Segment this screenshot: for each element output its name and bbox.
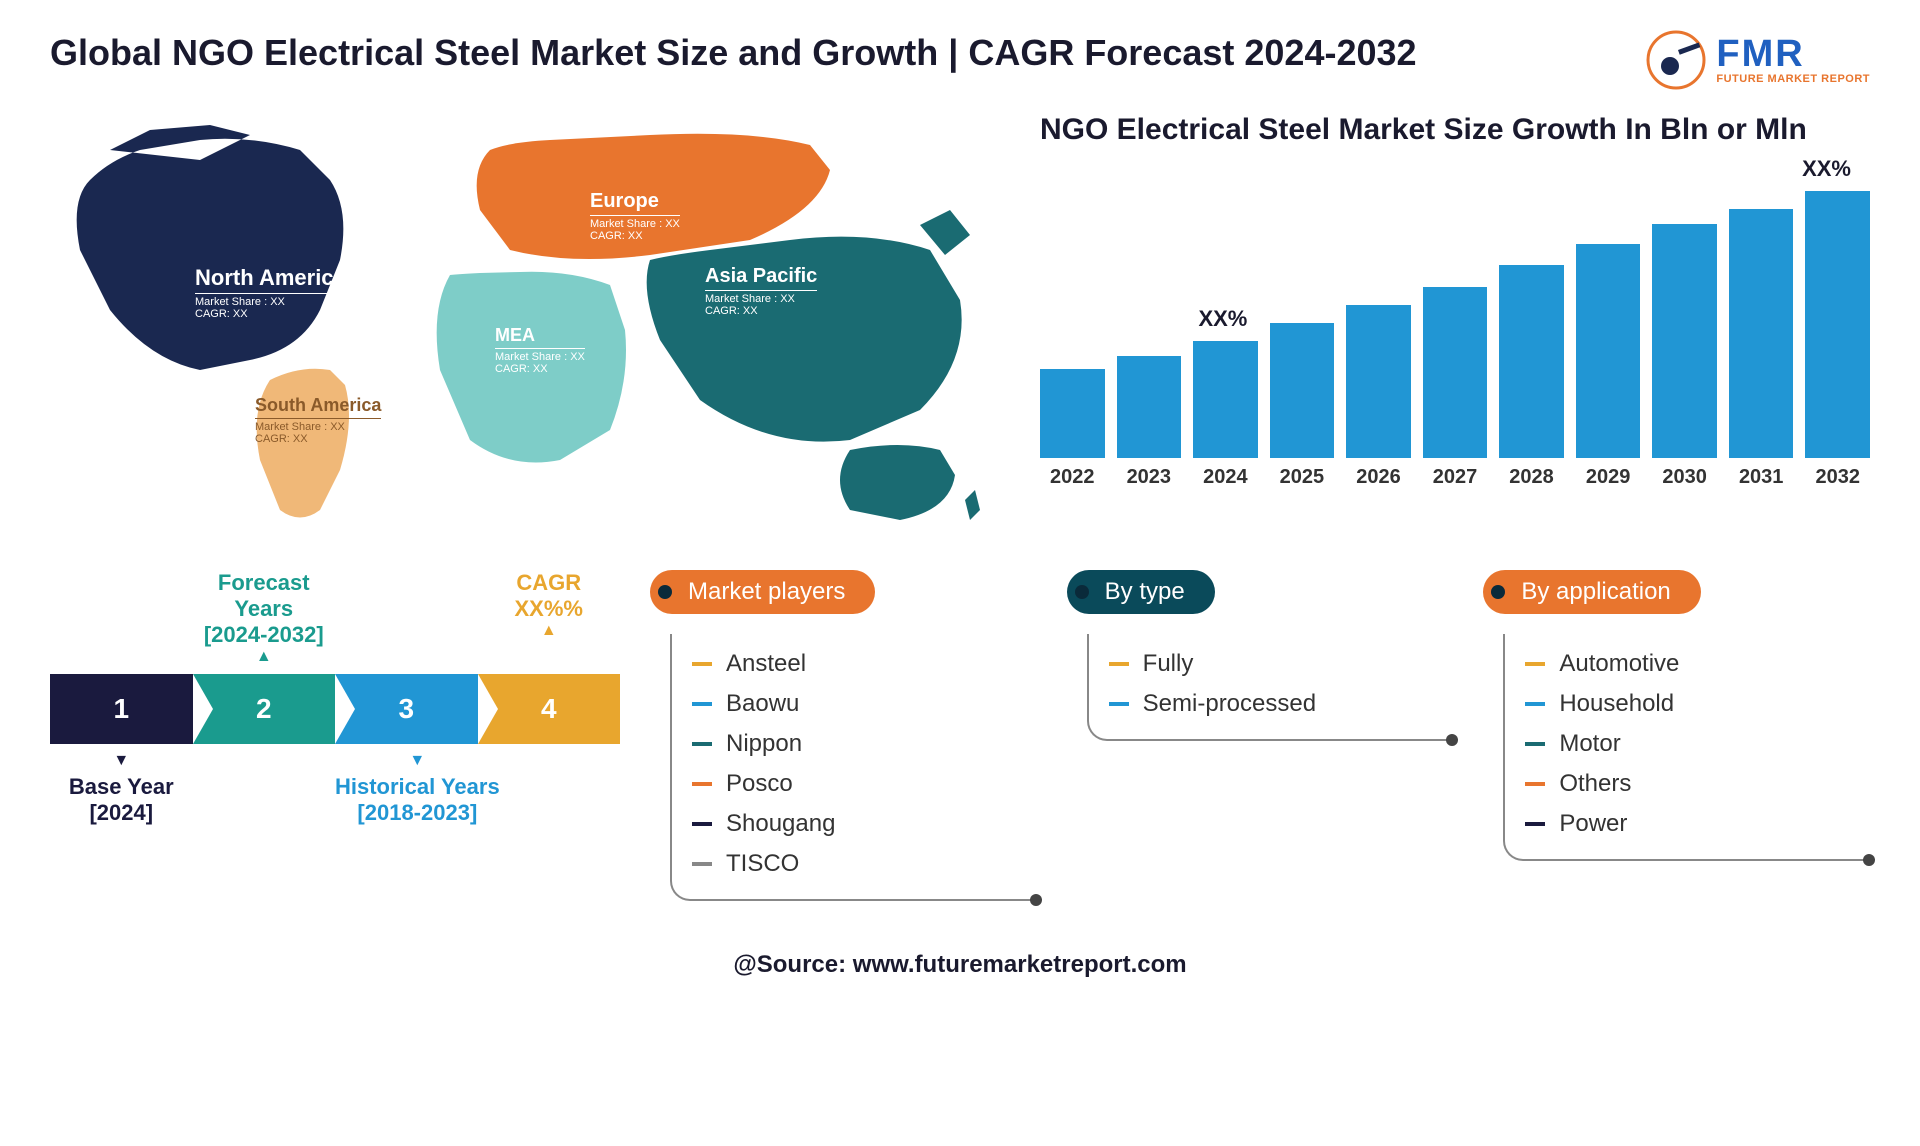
list-item: Posco [692, 764, 1037, 804]
list-item: Household [1525, 684, 1870, 724]
list-item: Power [1525, 804, 1870, 844]
historical-years-label: ▼ Historical Years [2018-2023] [335, 752, 500, 826]
bar-2027: 2027 [1423, 287, 1488, 489]
by-type-column: By type FullySemi-processed [1067, 570, 1454, 741]
fmr-logo: FMR FUTURE MARKET REPORT [1646, 30, 1870, 90]
list-item: Semi-processed [1109, 684, 1454, 724]
bar-annotation: XX% [1802, 156, 1851, 182]
list-item: TISCO [692, 844, 1037, 884]
market-players-column: Market players AnsteelBaowuNipponPoscoSh… [650, 570, 1037, 901]
bar-2028: 2028 [1499, 265, 1564, 489]
market-size-bar-chart: NGO Electrical Steel Market Size Growth … [1040, 110, 1870, 530]
chart-title: NGO Electrical Steel Market Size Growth … [1040, 110, 1870, 149]
timeline-segment-3: 3 [335, 674, 478, 744]
bar-2029: 2029 [1576, 244, 1641, 489]
by-application-column: By application AutomotiveHouseholdMotorO… [1483, 570, 1870, 861]
bar-2025: 2025 [1270, 323, 1335, 489]
list-item: Motor [1525, 724, 1870, 764]
cagr-label: CAGR XX%% ▲ [478, 570, 621, 666]
timeline-segment-1: 1 [50, 674, 193, 744]
market-players-pill: Market players [650, 570, 875, 614]
page-title: Global NGO Electrical Steel Market Size … [50, 30, 1417, 77]
source-attribution: @Source: www.futuremarketreport.com [50, 951, 1870, 979]
list-item: Automotive [1525, 644, 1870, 684]
region-label-north-america: North AmericaMarket Share : XXCAGR: XX [195, 265, 346, 320]
list-item: Baowu [692, 684, 1037, 724]
timeline-segment-4: 4 [478, 674, 621, 744]
region-label-europe: EuropeMarket Share : XXCAGR: XX [590, 190, 680, 242]
bar-2031: 2031 [1729, 209, 1794, 489]
region-label-asia-pacific: Asia PacificMarket Share : XXCAGR: XX [705, 265, 817, 317]
bar-2024: 2024 [1193, 341, 1258, 489]
base-year-label: ▼ Base Year [2024] [50, 752, 193, 826]
by-type-pill: By type [1067, 570, 1215, 614]
world-map: North AmericaMarket Share : XXCAGR: XX So… [50, 110, 1000, 530]
region-label-mea: MEAMarket Share : XXCAGR: XX [495, 325, 585, 375]
timeline-infographic: Forecast Years [2024-2032] ▲ CAGR XX%% ▲… [50, 570, 620, 826]
bar-2030: 2030 [1652, 224, 1717, 489]
region-label-south-america: South AmericaMarket Share : XXCAGR: XX [255, 395, 381, 445]
logo-brand: FMR [1716, 35, 1870, 73]
logo-icon [1646, 30, 1706, 90]
bar-annotation: XX% [1198, 306, 1247, 332]
bar-2026: 2026 [1346, 305, 1411, 489]
bar-2032: 2032 [1805, 191, 1870, 489]
bar-2022: 2022 [1040, 369, 1105, 489]
list-item: Others [1525, 764, 1870, 804]
timeline-segment-2: 2 [193, 674, 336, 744]
list-item: Fully [1109, 644, 1454, 684]
list-item: Ansteel [692, 644, 1037, 684]
forecast-years-label: Forecast Years [2024-2032] ▲ [193, 570, 336, 666]
list-item: Shougang [692, 804, 1037, 844]
list-item: Nippon [692, 724, 1037, 764]
by-application-pill: By application [1483, 570, 1700, 614]
logo-tagline: FUTURE MARKET REPORT [1716, 73, 1870, 85]
bar-2023: 2023 [1117, 356, 1182, 489]
